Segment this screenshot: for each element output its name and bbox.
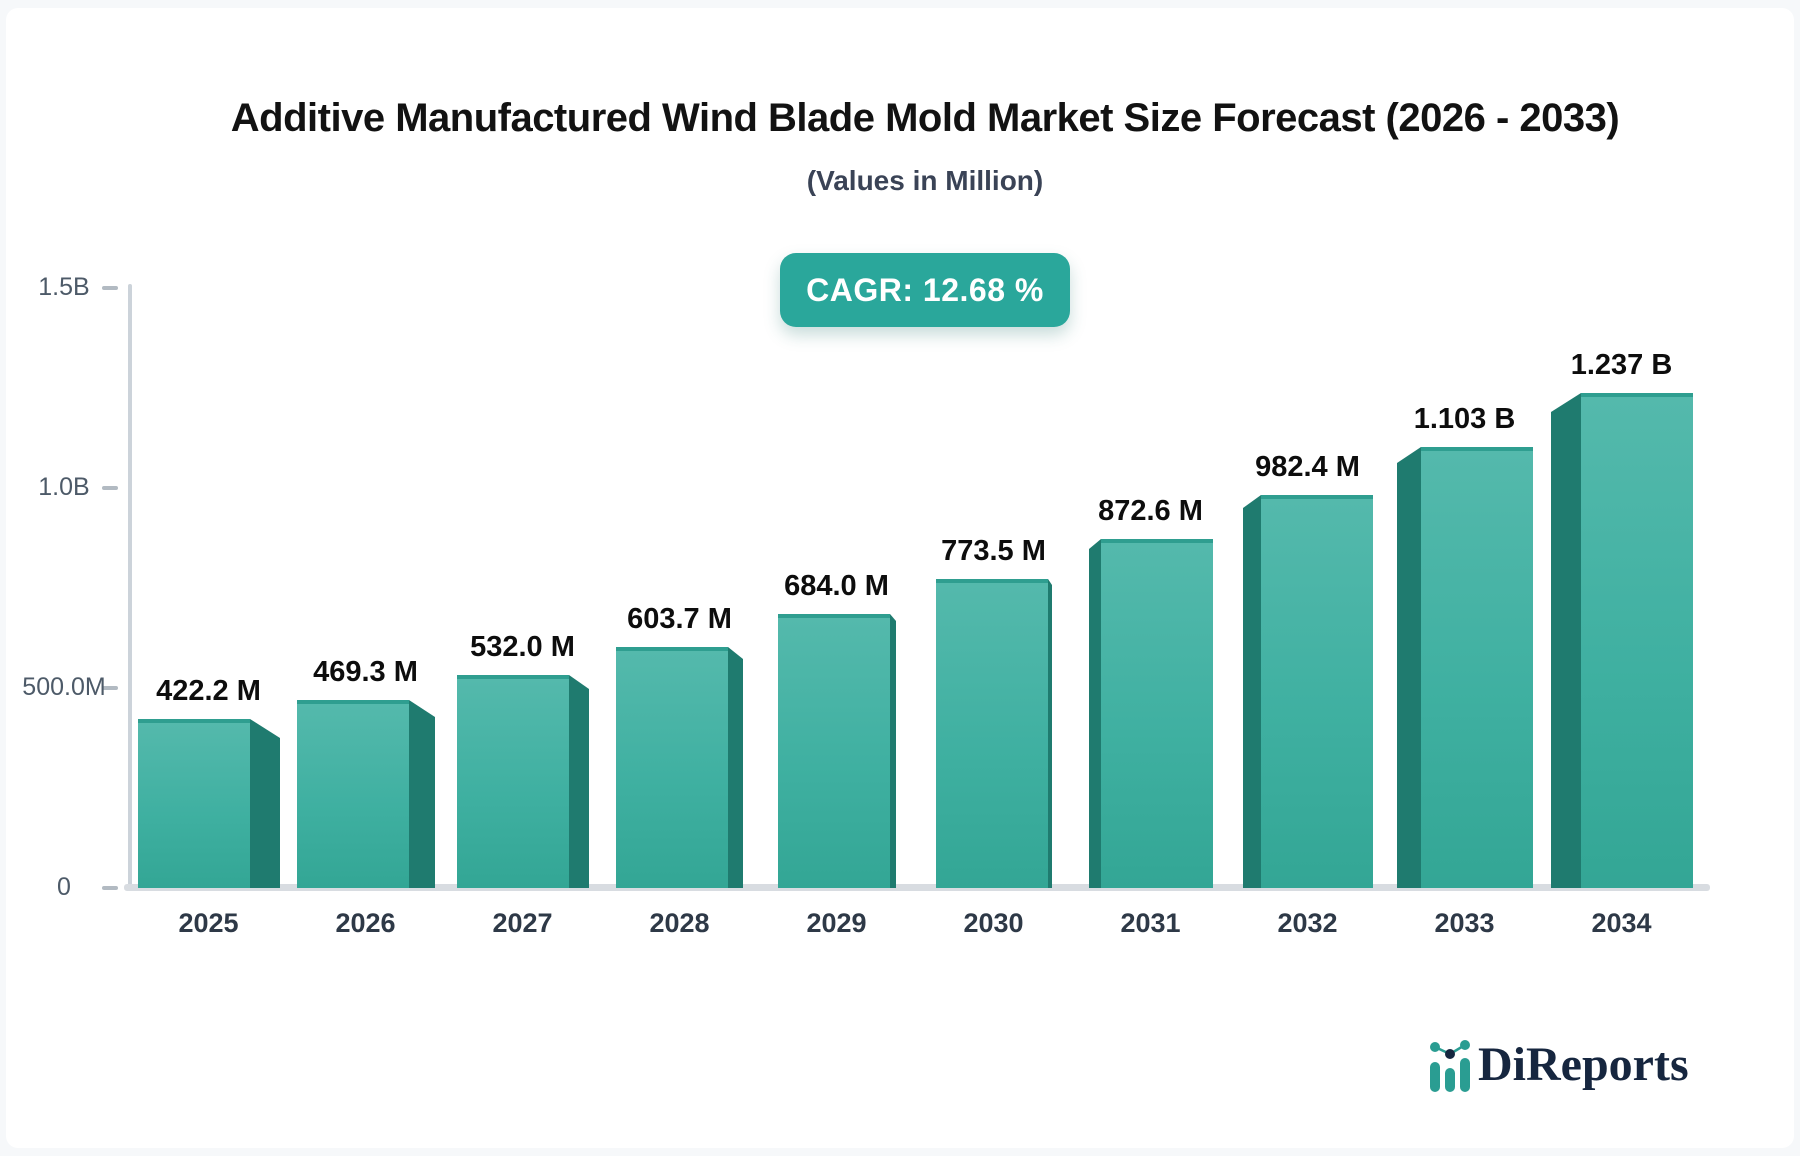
x-axis-label: 2025 <box>178 908 239 938</box>
bar-2028 <box>616 647 743 888</box>
bar-2026 <box>297 700 435 888</box>
bar-2025 <box>138 719 280 888</box>
bar-2030 <box>936 579 1052 888</box>
bar-2034 <box>1551 393 1693 888</box>
y-axis-tick <box>102 886 118 890</box>
bar-face <box>297 700 409 888</box>
bar-value-label: 773.5 M <box>941 535 1046 567</box>
y-axis-tick-label: 1.5B <box>38 273 90 301</box>
x-axis-baseline <box>124 884 1710 891</box>
bar-3d-side <box>1397 447 1421 888</box>
bar-3d-side <box>1048 579 1052 888</box>
bar-face <box>936 579 1048 888</box>
bar-2029 <box>778 614 896 888</box>
y-axis-line <box>128 284 132 888</box>
x-axis-label: 2029 <box>806 908 867 938</box>
chart-title: Additive Manufactured Wind Blade Mold Ma… <box>230 96 1620 140</box>
y-axis-tick <box>102 286 118 290</box>
direports-logo: DiReports <box>1428 1036 1689 1094</box>
cagr-badge: CAGR: 12.68 % <box>780 253 1070 327</box>
bar-face <box>1581 393 1693 888</box>
bar-face <box>1101 539 1213 888</box>
x-axis-label: 2031 <box>1120 908 1181 938</box>
bar-3d-side <box>890 614 896 888</box>
x-axis-label: 2026 <box>335 908 396 938</box>
bar-value-label: 422.2 M <box>156 675 261 707</box>
y-axis-tick-label: 1.0B <box>38 473 90 501</box>
bar-3d-side <box>409 700 435 888</box>
y-axis-tick <box>102 486 118 490</box>
bar-value-label: 872.6 M <box>1098 495 1203 527</box>
bar-3d-side <box>1551 393 1581 888</box>
bar-face <box>138 719 250 888</box>
x-axis-label: 2028 <box>649 908 710 938</box>
mini-bar-chart-logo-icon <box>1430 1040 1470 1092</box>
bar-face <box>1261 495 1373 888</box>
bar-value-label: 469.3 M <box>313 656 418 688</box>
bar-value-label: 684.0 M <box>784 570 889 602</box>
x-axis-label: 2032 <box>1277 908 1338 938</box>
bar-3d-side <box>250 719 280 888</box>
bar-face <box>616 647 728 888</box>
bar-3d-side <box>1243 495 1261 888</box>
x-axis-label: 2027 <box>492 908 553 938</box>
bar-3d-side <box>1089 539 1101 888</box>
bar-face <box>1421 447 1533 888</box>
chart-subtitle: (Values in Million) <box>806 165 1044 196</box>
bar-value-label: 982.4 M <box>1255 451 1360 483</box>
x-axis-label: 2030 <box>963 908 1024 938</box>
bar-face <box>457 675 569 888</box>
x-axis-label: 2034 <box>1591 908 1652 938</box>
bar-2031 <box>1089 539 1213 888</box>
x-axis-label: 2033 <box>1434 908 1495 938</box>
bar-2032 <box>1243 495 1373 888</box>
bar-face <box>778 614 890 888</box>
bar-3d-side <box>728 647 743 888</box>
bar-value-label: 532.0 M <box>470 631 575 663</box>
bar-value-label: 603.7 M <box>627 603 732 635</box>
logo-text: DiReports <box>1478 1038 1689 1092</box>
bar-value-label: 1.103 B <box>1413 403 1516 435</box>
bar-2027 <box>457 675 589 888</box>
bar-2033 <box>1397 447 1533 888</box>
y-axis-tick-label: 500.0M <box>22 673 106 701</box>
y-axis-tick-label: 0 <box>57 873 71 901</box>
bar-value-label: 1.237 B <box>1570 349 1673 381</box>
y-axis-tick <box>102 686 118 690</box>
bar-3d-side <box>569 675 589 888</box>
